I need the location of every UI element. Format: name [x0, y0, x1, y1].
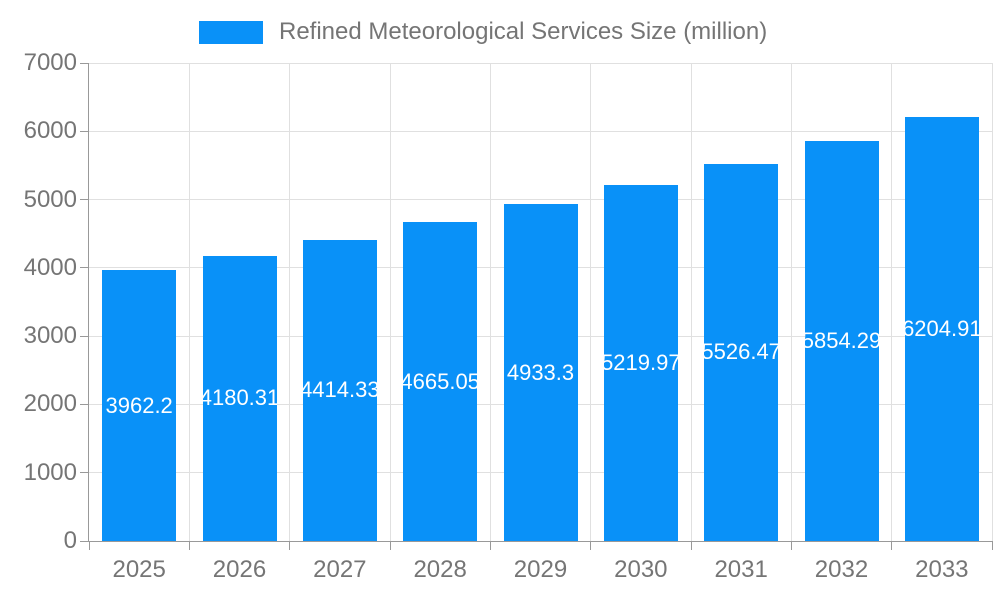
- y-axis-tick: [80, 199, 88, 201]
- x-axis-label: 2030: [614, 556, 668, 583]
- bar-value-label: 3962.2: [105, 392, 173, 418]
- y-axis-tick: [80, 130, 88, 132]
- bar-value-label: 4665.05: [403, 368, 478, 394]
- y-axis-label: 5000: [23, 185, 77, 213]
- x-axis-tick: [590, 541, 592, 550]
- bar-value-label: 4180.31: [202, 385, 277, 411]
- x-axis-tick: [891, 541, 893, 550]
- x-axis-tick: [389, 541, 391, 550]
- x-axis-label: 2025: [112, 556, 166, 583]
- bar-value-label: 4414.33: [302, 377, 377, 403]
- y-gridline: [89, 130, 992, 132]
- bar[interactable]: 6204.91: [904, 117, 979, 541]
- y-axis-label: 0: [63, 527, 77, 554]
- x-gridline: [188, 63, 190, 541]
- legend-label: Refined Meteorological Services Size (mi…: [279, 18, 768, 45]
- x-gridline: [590, 63, 592, 541]
- x-axis-tick: [88, 541, 90, 550]
- x-axis-tick: [991, 541, 993, 550]
- y-gridline: [89, 199, 992, 201]
- y-axis-tick: [80, 472, 88, 474]
- legend-swatch-icon: [199, 20, 263, 44]
- bar-value-label: 5219.97: [603, 349, 678, 375]
- y-axis-label: 1000: [23, 458, 77, 486]
- bar-value-label: 5854.29: [804, 328, 879, 354]
- x-axis-label: 2026: [212, 556, 267, 583]
- bar-value-label: 6204.91: [904, 316, 979, 342]
- x-gridline: [389, 63, 391, 541]
- bar[interactable]: 4933.3: [503, 204, 578, 541]
- y-axis-tick: [80, 540, 88, 542]
- bar[interactable]: 5219.97: [603, 184, 678, 541]
- bar[interactable]: 4180.31: [202, 255, 277, 541]
- bar-value-label: 4933.3: [506, 359, 575, 385]
- x-axis-label: 2028: [413, 556, 467, 583]
- y-axis-tick: [80, 267, 88, 269]
- x-gridline: [991, 63, 993, 541]
- bar[interactable]: 4414.33: [302, 239, 377, 541]
- plot-area: 0 1000 2000 3000 4000 5000 6000 7000 2025 2026 202…: [24, 51, 993, 583]
- legend[interactable]: Refined Meteorological Services Size (mi…: [199, 18, 767, 46]
- bar-value-label: 5526.47: [704, 339, 779, 365]
- bar[interactable]: 5854.29: [804, 141, 879, 541]
- y-axis-label: 4000: [23, 253, 77, 281]
- y-axis-tick: [80, 62, 88, 64]
- x-axis-tick: [188, 541, 190, 550]
- x-gridline: [289, 63, 291, 541]
- x-gridline: [790, 63, 792, 541]
- y-axis-label: 6000: [23, 117, 77, 145]
- x-axis-label: 2033: [915, 556, 969, 583]
- x-axis-label: 2029: [513, 556, 568, 583]
- y-axis-label: 7000: [23, 49, 77, 76]
- x-axis-label: 2032: [814, 556, 869, 583]
- bar[interactable]: 3962.2: [102, 270, 177, 541]
- x-gridline: [489, 63, 491, 541]
- y-axis-label: 2000: [23, 390, 77, 418]
- x-axis-label: 2031: [714, 556, 768, 583]
- x-axis-tick: [489, 541, 491, 550]
- x-gridline: [690, 63, 692, 541]
- x-axis-label: 2027: [313, 556, 367, 583]
- bar[interactable]: 5526.47: [704, 163, 779, 541]
- x-axis-tick: [690, 541, 692, 550]
- y-axis-label: 3000: [23, 322, 77, 350]
- x-axis-tick: [790, 541, 792, 550]
- y-gridline: [89, 62, 992, 64]
- y-axis-tick: [80, 335, 88, 337]
- y-axis-tick: [80, 403, 88, 405]
- x-gridline: [891, 63, 893, 541]
- bar[interactable]: 4665.05: [403, 222, 478, 541]
- x-axis-tick: [289, 541, 291, 550]
